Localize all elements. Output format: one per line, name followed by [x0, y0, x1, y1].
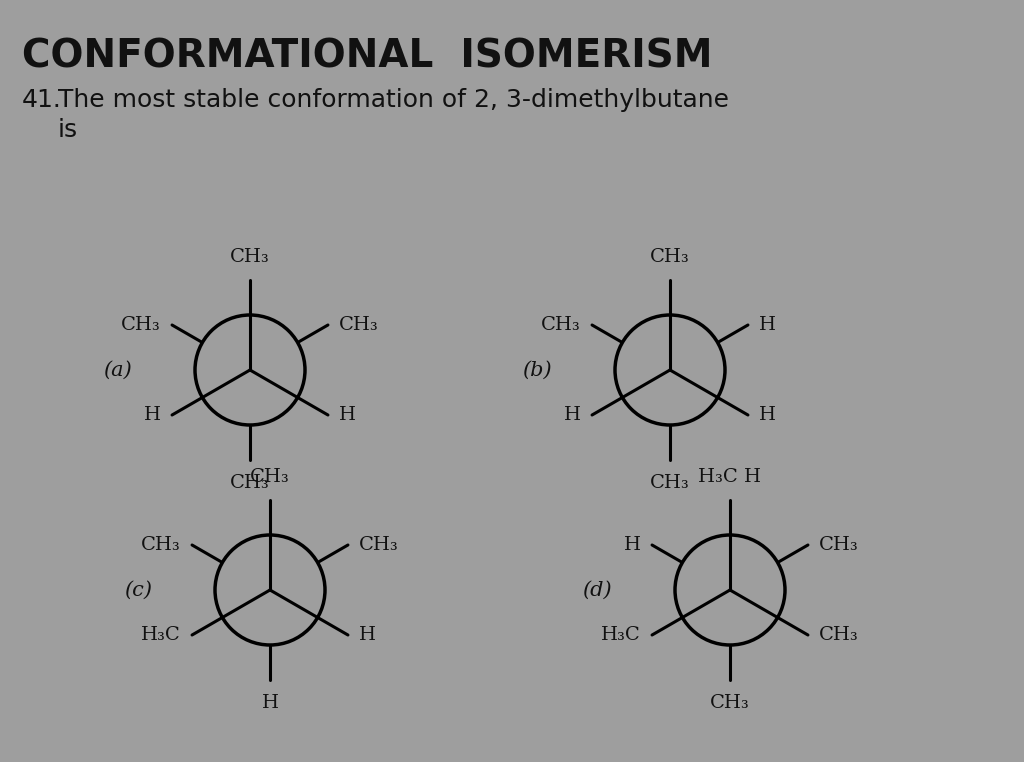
- Text: (b): (b): [522, 360, 552, 379]
- Text: is: is: [58, 118, 78, 142]
- Text: H: H: [624, 536, 641, 554]
- Text: H: H: [759, 316, 776, 334]
- Text: CONFORMATIONAL  ISOMERISM: CONFORMATIONAL ISOMERISM: [22, 38, 713, 76]
- Text: CH₃: CH₃: [541, 316, 581, 334]
- Circle shape: [195, 315, 305, 425]
- Circle shape: [215, 535, 325, 645]
- Text: H: H: [261, 693, 279, 712]
- Text: CH₃: CH₃: [819, 536, 859, 554]
- Text: CH₃: CH₃: [710, 693, 750, 712]
- Text: CH₃: CH₃: [339, 316, 379, 334]
- Text: The most stable conformation of 2, 3-dimethylbutane: The most stable conformation of 2, 3-dim…: [58, 88, 729, 112]
- Text: H: H: [359, 626, 376, 644]
- Text: H₃C H: H₃C H: [698, 469, 762, 486]
- Text: CH₃: CH₃: [141, 536, 181, 554]
- Text: CH₃: CH₃: [250, 469, 290, 486]
- Text: 41.: 41.: [22, 88, 61, 112]
- Text: CH₃: CH₃: [230, 248, 270, 267]
- Circle shape: [615, 315, 725, 425]
- Text: CH₃: CH₃: [650, 474, 690, 491]
- Text: CH₃: CH₃: [819, 626, 859, 644]
- Text: H: H: [339, 406, 356, 424]
- Text: CH₃: CH₃: [121, 316, 161, 334]
- Text: (c): (c): [124, 581, 152, 600]
- Text: CH₃: CH₃: [230, 474, 270, 491]
- Text: H: H: [564, 406, 581, 424]
- Text: (d): (d): [583, 581, 612, 600]
- Text: H: H: [144, 406, 161, 424]
- Text: H: H: [759, 406, 776, 424]
- Text: CH₃: CH₃: [650, 248, 690, 267]
- Text: H₃C: H₃C: [141, 626, 181, 644]
- Circle shape: [675, 535, 785, 645]
- Text: H₃C: H₃C: [601, 626, 641, 644]
- Text: CH₃: CH₃: [359, 536, 398, 554]
- Text: (a): (a): [103, 360, 132, 379]
